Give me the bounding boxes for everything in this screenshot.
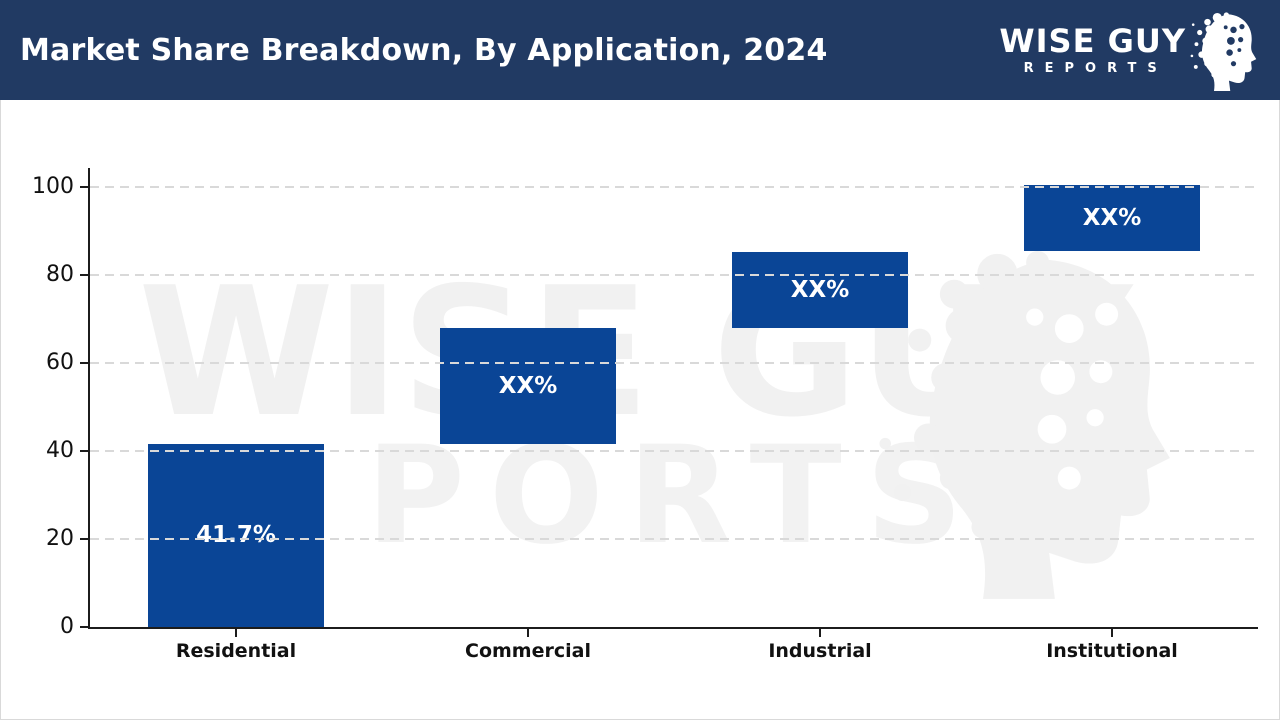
- gridline-80: [90, 274, 1258, 276]
- gridline-100: [90, 186, 1258, 188]
- logo-reports-label: REPORTS: [1023, 61, 1168, 76]
- x-tick-label-institutional: Institutional: [1046, 640, 1178, 662]
- x-tick-label-industrial: Industrial: [768, 640, 872, 662]
- bar-institutional: XX%: [1024, 184, 1200, 251]
- brand-logo: WISE GUY REPORTS: [999, 7, 1266, 93]
- x-tick-label-commercial: Commercial: [465, 640, 591, 662]
- y-tick-mark-20: [80, 538, 88, 540]
- x-tick-label-residential: Residential: [175, 640, 297, 662]
- bar-value-label: 41.7%: [196, 522, 276, 549]
- y-tick-label-60: 60: [46, 350, 74, 375]
- x-tick-mark-commercial: [527, 629, 529, 637]
- y-tick-label-80: 80: [46, 262, 74, 287]
- y-tick-mark-40: [80, 450, 88, 452]
- brand-logo-text: WISE GUY REPORTS: [999, 25, 1186, 75]
- bar-value-label: XX%: [790, 276, 850, 303]
- plot-area: 41.7% XX% XX% XX%: [90, 168, 1258, 627]
- y-tick-mark-60: [80, 362, 88, 364]
- y-tick-mark-100: [80, 186, 88, 188]
- y-tick-label-0: 0: [60, 614, 74, 639]
- y-tick-label-40: 40: [46, 438, 74, 463]
- y-tick-label-20: 20: [46, 526, 74, 551]
- bar-value-label: XX%: [498, 372, 558, 399]
- gridline-20: [90, 538, 1258, 540]
- logo-wiseguy-label: WISE GUY: [999, 22, 1186, 60]
- logo-head-icon: [1190, 12, 1257, 91]
- y-tick-mark-0: [80, 626, 88, 628]
- x-tick-mark-institutional: [1111, 629, 1113, 637]
- x-tick-mark-residential: [235, 629, 237, 637]
- gridline-40: [90, 450, 1258, 452]
- bar-residential: 41.7%: [148, 443, 324, 627]
- y-tick-label-100: 100: [32, 174, 74, 199]
- y-axis-line: [88, 168, 90, 629]
- bar-commercial: XX%: [440, 327, 616, 444]
- bar-value-label: XX%: [1082, 204, 1142, 231]
- x-tick-mark-industrial: [819, 629, 821, 637]
- y-tick-mark-80: [80, 274, 88, 276]
- header: Market Share Breakdown, By Application, …: [0, 0, 1280, 100]
- gridline-60: [90, 362, 1258, 364]
- x-axis-line: [88, 627, 1258, 629]
- page-title: Market Share Breakdown, By Application, …: [20, 32, 828, 68]
- bar-industrial: XX%: [732, 251, 908, 328]
